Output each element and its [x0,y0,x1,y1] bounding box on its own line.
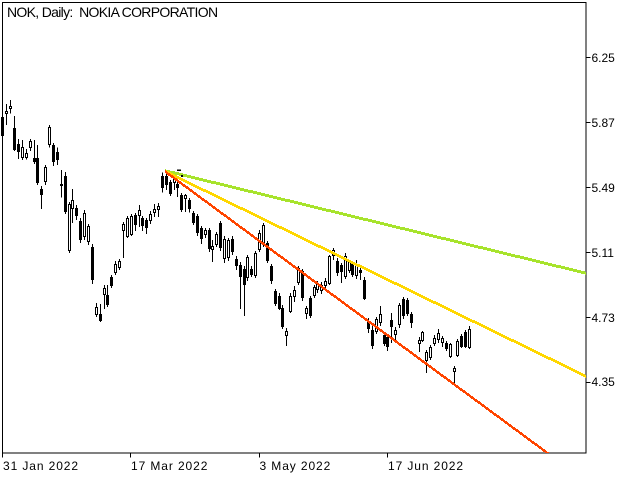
svg-text:5.49: 5.49 [592,181,616,195]
svg-text:6.25: 6.25 [592,51,616,65]
svg-text:17 Jun 2022: 17 Jun 2022 [388,459,464,473]
svg-text:3 May 2022: 3 May 2022 [260,459,332,473]
svg-text:5.87: 5.87 [592,116,616,130]
svg-text:NOK, Daily: NOKIA CORPORATION: NOK, Daily: NOKIA CORPORATION [7,4,217,20]
svg-text:4.73: 4.73 [592,311,616,325]
svg-text:31 Jan 2022: 31 Jan 2022 [3,459,79,473]
svg-text:17 Mar 2022: 17 Mar 2022 [131,459,208,473]
svg-text:4.35: 4.35 [592,375,616,389]
svg-text:5.11: 5.11 [592,246,615,260]
